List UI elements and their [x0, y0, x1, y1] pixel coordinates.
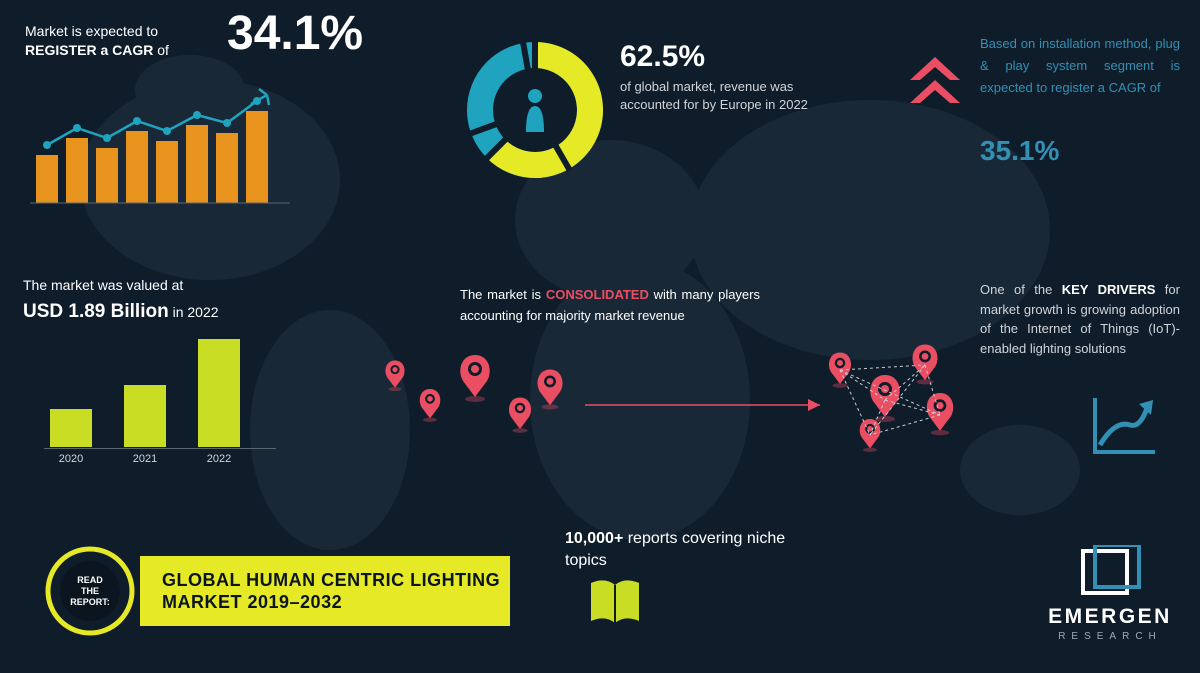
logo-name: EMERGEN [1035, 605, 1185, 629]
growth-arrow-icon [1085, 390, 1160, 460]
consolidated-text: The market is CONSOLIDATED with many pla… [460, 285, 760, 327]
svg-text:THE: THE [81, 586, 99, 596]
report-title-text: GLOBAL HUMAN CENTRIC LIGHTING MARKET 201… [162, 569, 510, 614]
cagr-bar-line-chart [30, 85, 290, 205]
europe-share-donut [465, 40, 605, 180]
installation-text: Based on installation method, plug & pla… [980, 33, 1180, 99]
cagr-intro-text: Market is expected to REGISTER a CAGR of [25, 22, 225, 60]
emergen-logo: EMERGEN RESEARCH [1035, 545, 1185, 642]
europe-share-text: 62.5% of global market, revenue was acco… [620, 40, 850, 114]
installation-cagr-value: 35.1% [980, 135, 1059, 167]
svg-text:REPORT:: REPORT: [70, 597, 110, 607]
reports-count-text: 10,000+ reports covering niche topics [565, 528, 805, 573]
report-title-banner[interactable]: GLOBAL HUMAN CENTRIC LIGHTING MARKET 201… [140, 556, 510, 626]
valuation-bar-chart: 202020212022 [50, 345, 270, 465]
key-drivers-text: One of the KEY DRIVERS for market growth… [980, 280, 1180, 358]
book-icon [585, 575, 645, 630]
logo-subtitle: RESEARCH [1035, 631, 1185, 642]
cagr-value: 34.1% [227, 6, 363, 61]
svg-text:READ: READ [77, 575, 103, 585]
chevron-up-icon [900, 45, 970, 115]
valuation-text: The market was valued at USD 1.89 Billio… [23, 275, 283, 327]
